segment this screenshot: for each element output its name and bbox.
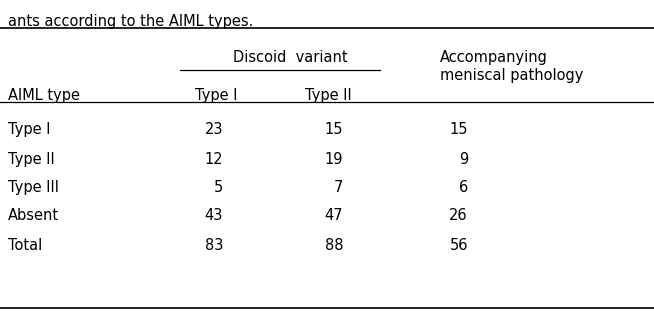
Text: Discoid  variant: Discoid variant [233, 50, 347, 65]
Text: Type I: Type I [195, 88, 237, 103]
Text: 15: 15 [324, 122, 343, 137]
Text: Total: Total [8, 238, 43, 253]
Text: 15: 15 [449, 122, 468, 137]
Text: Type III: Type III [8, 180, 59, 195]
Text: Type II: Type II [8, 152, 55, 167]
Text: Accompanying: Accompanying [440, 50, 548, 65]
Text: 5: 5 [214, 180, 223, 195]
Text: 83: 83 [205, 238, 223, 253]
Text: 7: 7 [334, 180, 343, 195]
Text: 43: 43 [205, 208, 223, 223]
Text: 56: 56 [449, 238, 468, 253]
Text: 26: 26 [449, 208, 468, 223]
Text: 9: 9 [458, 152, 468, 167]
Text: 88: 88 [324, 238, 343, 253]
Text: 6: 6 [458, 180, 468, 195]
Text: meniscal pathology: meniscal pathology [440, 68, 583, 83]
Text: 12: 12 [204, 152, 223, 167]
Text: Absent: Absent [8, 208, 59, 223]
Text: ants according to the AIML types.: ants according to the AIML types. [8, 14, 253, 29]
Text: 19: 19 [324, 152, 343, 167]
Text: AIML type: AIML type [8, 88, 80, 103]
Text: 47: 47 [324, 208, 343, 223]
Text: Type II: Type II [305, 88, 352, 103]
Text: 23: 23 [205, 122, 223, 137]
Text: Type I: Type I [8, 122, 50, 137]
